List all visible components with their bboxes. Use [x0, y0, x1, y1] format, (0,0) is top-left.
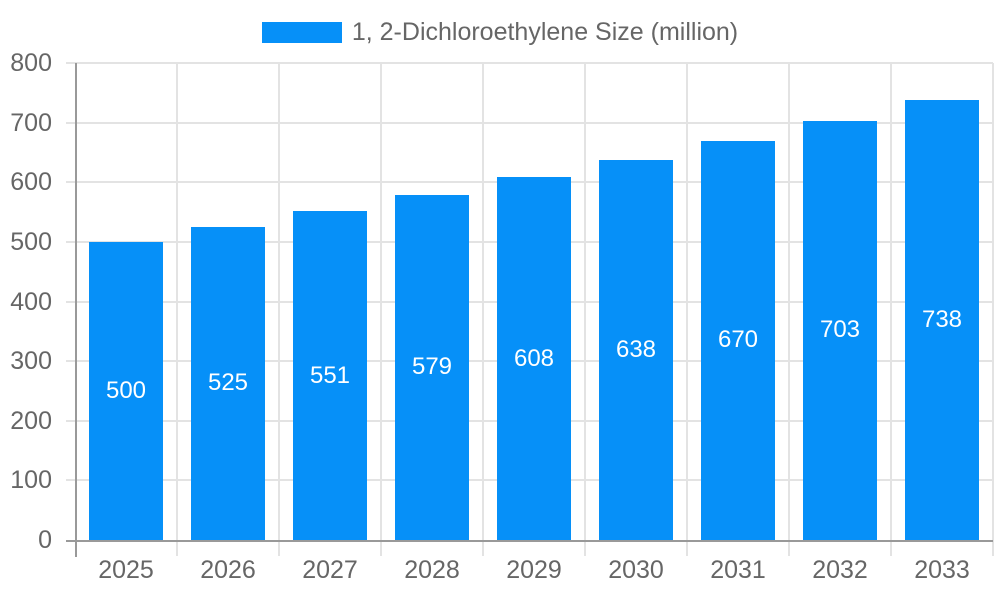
bar-value-label: 608 — [513, 344, 555, 372]
x-axis-tick-label: 2025 — [98, 556, 154, 584]
bar: 500 — [89, 241, 163, 540]
y-axis-tick-label: 200 — [10, 406, 52, 435]
gridline-horizontal — [66, 62, 993, 64]
bar: 670 — [701, 140, 775, 540]
gridline-vertical — [278, 63, 280, 556]
y-axis-tick-label: 700 — [10, 108, 52, 137]
bar: 638 — [599, 159, 673, 540]
x-axis-tick-label: 2028 — [404, 556, 460, 584]
plot-area: 500 525 551 579 608 638 670 703 738 — [66, 62, 994, 557]
bar-value-label: 738 — [921, 305, 963, 333]
gridline-vertical — [176, 63, 178, 556]
x-axis-tick-label: 2027 — [302, 556, 358, 584]
bar-value-label: 525 — [207, 369, 249, 397]
x-axis-tick-label: 2032 — [812, 556, 868, 584]
bar-value-label: 500 — [105, 376, 147, 404]
legend-label: 1, 2-Dichloroethylene Size (million) — [351, 18, 739, 46]
bar-value-label: 551 — [309, 361, 351, 389]
gridline-vertical — [686, 63, 688, 556]
y-axis-tick-label: 400 — [10, 287, 52, 316]
gridline-vertical — [584, 63, 586, 556]
bar-value-label: 670 — [717, 326, 759, 354]
bar: 703 — [803, 120, 877, 540]
y-axis-tick-label: 500 — [10, 227, 52, 256]
gridline-vertical — [380, 63, 382, 556]
y-axis-tick-label: 100 — [10, 466, 52, 495]
x-axis-tick-label: 2033 — [914, 556, 970, 584]
x-axis-line — [66, 540, 993, 542]
gridline-vertical — [890, 63, 892, 556]
bar: 608 — [497, 177, 571, 540]
gridline-vertical — [482, 63, 484, 556]
bar-value-label: 638 — [615, 335, 657, 363]
x-axis-tick-label: 2026 — [200, 556, 256, 584]
gridline-vertical — [788, 63, 790, 556]
x-axis-tick-label: 2031 — [710, 556, 766, 584]
gridline-horizontal — [66, 121, 993, 124]
y-axis-line — [75, 63, 77, 557]
bar-value-label: 703 — [819, 316, 861, 344]
legend: 1, 2-Dichloroethylene Size (million) — [0, 14, 1000, 50]
bar-value-label: 579 — [411, 353, 453, 381]
legend-swatch-icon — [261, 21, 342, 43]
gridline-vertical — [992, 63, 994, 556]
x-axis-tick-label: 2029 — [506, 556, 562, 584]
y-axis-tick-label: 0 — [38, 526, 52, 554]
y-axis-tick-label: 300 — [10, 347, 52, 376]
bar: 551 — [293, 211, 367, 540]
bar: 579 — [395, 194, 469, 540]
x-axis-tick-label: 2030 — [608, 556, 664, 584]
bar: 738 — [905, 99, 979, 540]
y-axis-tick-label: 600 — [10, 168, 52, 197]
bar: 525 — [191, 226, 265, 540]
y-axis-tick-label: 800 — [10, 49, 52, 77]
